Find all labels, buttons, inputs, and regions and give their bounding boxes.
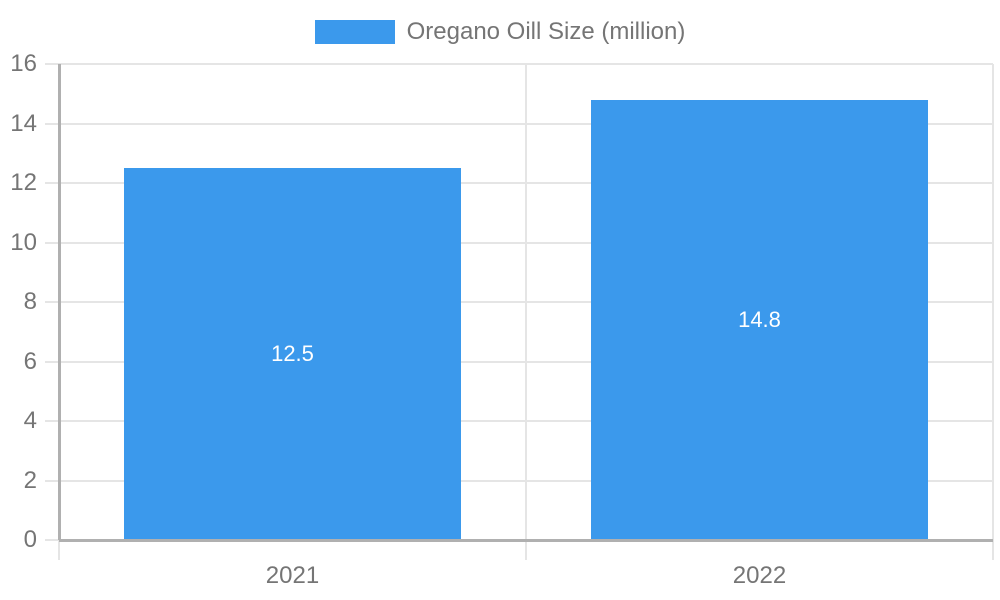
x-tick-label: 2021 [265, 562, 320, 589]
x-tick-label: 2022 [732, 562, 787, 589]
y-tick-label: 16 [10, 50, 37, 77]
bar-value-label: 12.5 [271, 341, 314, 367]
y-tick-label: 4 [23, 407, 37, 434]
y-tick-mark [45, 241, 59, 244]
legend-swatch [314, 20, 395, 44]
y-tick-label: 12 [10, 169, 37, 196]
y-tick-mark [45, 63, 59, 65]
y-tick-mark [45, 301, 59, 303]
legend-label: Oregano Oill Size (million) [406, 18, 686, 45]
y-tick-mark [45, 122, 59, 125]
y-tick-mark [45, 420, 59, 422]
bar-2021[interactable] [124, 168, 461, 540]
y-axis-line [57, 64, 61, 540]
legend[interactable]: Oregano Oill Size (million) [0, 18, 1000, 46]
y-tick-label: 0 [23, 526, 37, 553]
y-tick-mark [45, 479, 59, 482]
x-axis-line [59, 538, 993, 542]
y-tick-label: 8 [23, 288, 37, 315]
y-tick-mark [45, 360, 59, 363]
y-tick-label: 2 [23, 466, 37, 494]
y-tick-label: 10 [10, 228, 37, 256]
bar-value-label: 14.8 [738, 306, 781, 332]
y-tick-label: 6 [23, 347, 37, 375]
y-tick-mark [45, 182, 59, 184]
plot-area: 0 2 4 6 8 10 12 14 16 12.5 2021 14.8 2022 [10, 50, 994, 589]
bar-2022[interactable] [591, 99, 928, 540]
y-tick-label: 14 [10, 109, 37, 137]
gridline-vertical [525, 64, 527, 560]
x-tick-mark [58, 540, 60, 560]
y-tick-mark [45, 539, 59, 541]
gridline-vertical [992, 64, 994, 560]
